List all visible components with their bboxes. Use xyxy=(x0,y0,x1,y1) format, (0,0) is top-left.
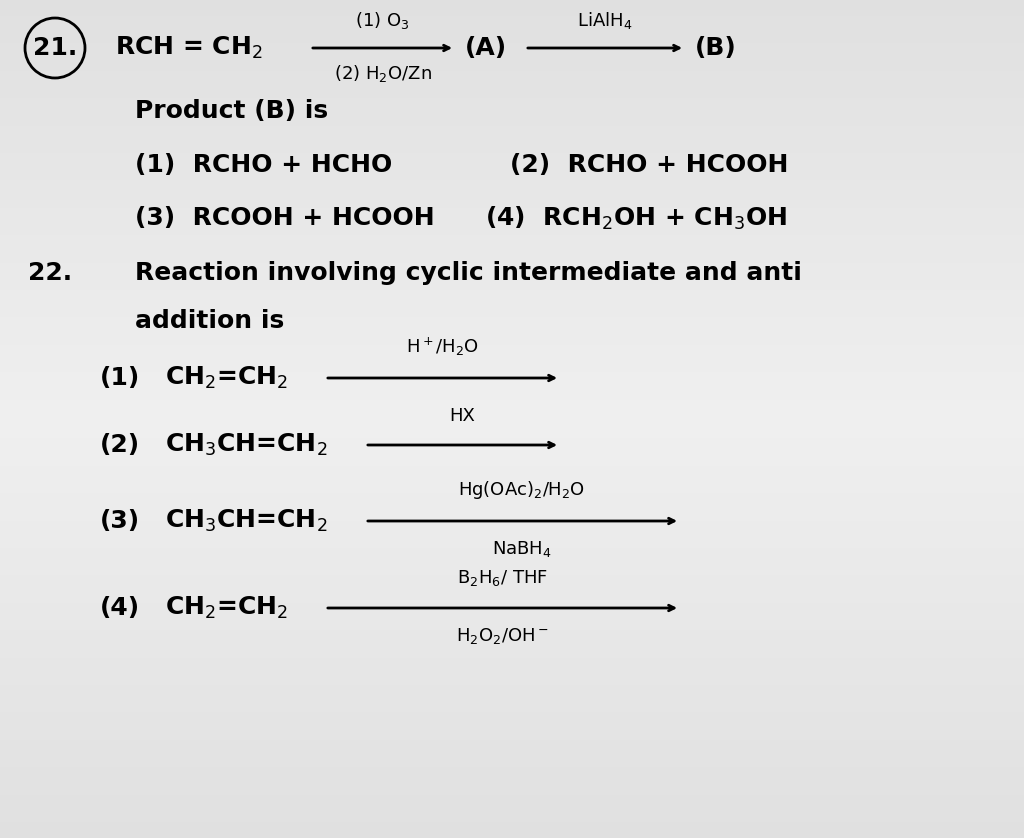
Text: 22.: 22. xyxy=(28,261,72,285)
Text: Hg(OAc)$_2$/H$_2$O: Hg(OAc)$_2$/H$_2$O xyxy=(459,479,586,501)
Text: CH$_2$=CH$_2$: CH$_2$=CH$_2$ xyxy=(165,365,288,391)
Text: H$^+$/H$_2$O: H$^+$/H$_2$O xyxy=(406,336,478,358)
Text: (2): (2) xyxy=(100,433,140,457)
Text: (1)  RCHO + HCHO: (1) RCHO + HCHO xyxy=(135,153,392,177)
Text: (4)  RCH$_2$OH + CH$_3$OH: (4) RCH$_2$OH + CH$_3$OH xyxy=(485,204,787,231)
Text: B$_2$H$_6$/ THF: B$_2$H$_6$/ THF xyxy=(457,568,548,588)
Text: LiAlH$_4$: LiAlH$_4$ xyxy=(578,10,633,31)
Text: CH$_2$=CH$_2$: CH$_2$=CH$_2$ xyxy=(165,595,288,621)
Text: (1): (1) xyxy=(100,366,140,390)
Text: (B): (B) xyxy=(695,36,736,60)
Text: CH$_3$CH=CH$_2$: CH$_3$CH=CH$_2$ xyxy=(165,432,328,458)
Text: H$_2$O$_2$/OH$^-$: H$_2$O$_2$/OH$^-$ xyxy=(456,626,549,646)
Text: NaBH$_4$: NaBH$_4$ xyxy=(493,539,552,559)
Text: RCH = CH$_2$: RCH = CH$_2$ xyxy=(115,35,263,61)
Text: addition is: addition is xyxy=(135,309,285,333)
Text: (A): (A) xyxy=(465,36,507,60)
Text: (4): (4) xyxy=(100,596,140,620)
Text: (2) H$_2$O/Zn: (2) H$_2$O/Zn xyxy=(334,63,431,84)
Text: (3): (3) xyxy=(100,509,140,533)
Text: (1) O$_3$: (1) O$_3$ xyxy=(355,10,410,31)
Text: HX: HX xyxy=(450,407,475,425)
Text: Product (B) is: Product (B) is xyxy=(135,99,328,123)
Text: (3)  RCOOH + HCOOH: (3) RCOOH + HCOOH xyxy=(135,206,434,230)
Text: Reaction involving cyclic intermediate and anti: Reaction involving cyclic intermediate a… xyxy=(135,261,802,285)
Text: (2)  RCHO + HCOOH: (2) RCHO + HCOOH xyxy=(510,153,788,177)
Text: CH$_3$CH=CH$_2$: CH$_3$CH=CH$_2$ xyxy=(165,508,328,534)
Text: 21.: 21. xyxy=(33,36,77,60)
